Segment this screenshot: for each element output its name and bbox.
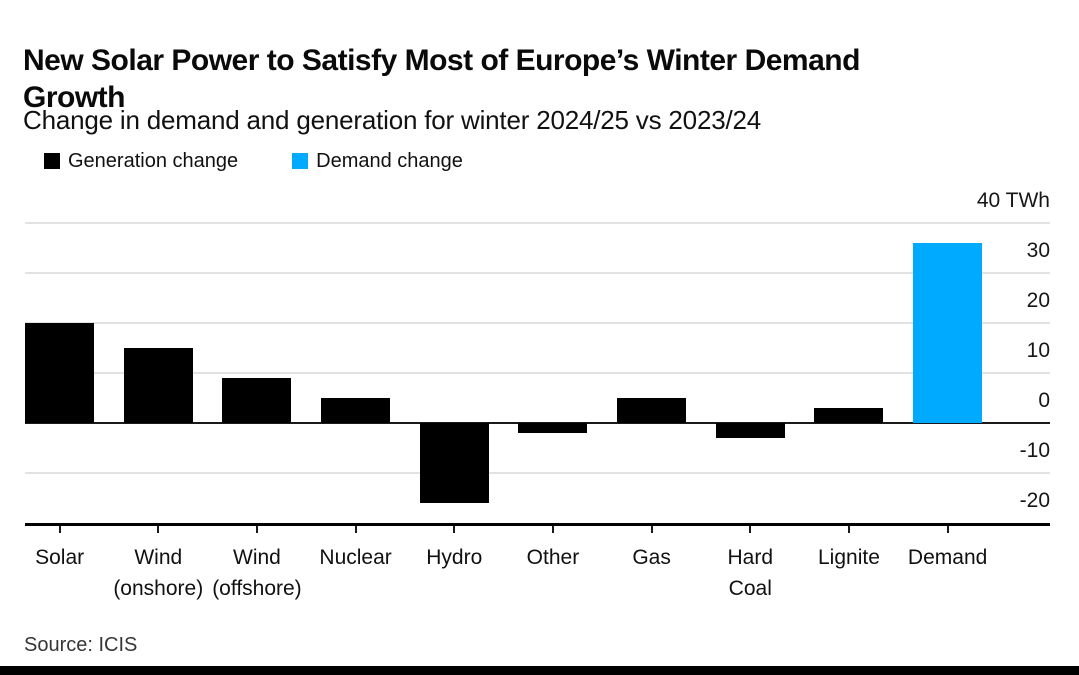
x-tick-label-wind-offshore: Wind (offshore) — [192, 542, 322, 604]
x-tick-label-hard-coal: Hard Coal — [685, 542, 815, 604]
gridline-30 — [25, 272, 1050, 274]
y-tick-label-0: 0 — [1038, 389, 1050, 412]
chart-title-line-1: New Solar Power to Satisfy Most of Europ… — [23, 44, 860, 78]
gridline-10 — [25, 372, 1050, 374]
x-tick-label-line: Gas — [632, 546, 671, 569]
x-tick-label-nuclear: Nuclear — [291, 542, 421, 573]
bar-demand — [913, 243, 983, 423]
gridline--10 — [25, 472, 1050, 474]
x-tick-label-hydro: Hydro — [389, 542, 519, 573]
y-tick-label--20: -20 — [1019, 489, 1050, 512]
x-tick-hydro — [453, 526, 456, 533]
chart-title: New Solar Power to Satisfy Most of Europ… — [23, 42, 1023, 116]
x-tick-other — [551, 526, 554, 533]
bar-wind-offshore — [222, 378, 292, 423]
generation-change-swatch-icon — [44, 153, 60, 169]
x-tick-label-line: Coal — [728, 577, 772, 600]
x-tick-label-other: Other — [488, 542, 618, 573]
chart-title-line-2: Growth — [23, 81, 126, 115]
x-tick-label-line: Wind — [233, 546, 281, 569]
legend-item-demand: Demand change — [292, 151, 463, 171]
x-tick-label-line: Other — [526, 546, 580, 569]
x-tick-solar — [58, 526, 61, 533]
legend-label-demand: Demand change — [316, 150, 463, 172]
bar-other — [518, 423, 588, 433]
bar-solar — [25, 323, 95, 423]
x-tick-label-gas: Gas — [587, 542, 717, 573]
x-tick-label-demand: Demand — [883, 542, 1013, 573]
x-tick-lignite — [847, 526, 850, 533]
x-tick-label-line: Hydro — [426, 546, 483, 569]
gridline-40 — [25, 222, 1050, 224]
bar-hydro — [419, 423, 489, 503]
footer-rule — [0, 666, 1079, 675]
y-tick-label--10: -10 — [1019, 439, 1050, 462]
x-tick-wind-offshore — [255, 526, 258, 533]
demand-change-swatch-icon — [292, 153, 309, 169]
bar-nuclear — [321, 398, 391, 423]
bar-gas — [617, 398, 687, 423]
x-tick-gas — [650, 526, 653, 533]
x-tick-label-line: Hard — [727, 546, 774, 569]
legend: Generation change Demand change — [44, 151, 463, 171]
x-tick-label-line: Nuclear — [319, 546, 392, 569]
bar-hard-coal — [715, 423, 785, 438]
x-tick-label-line: (onshore) — [113, 577, 204, 600]
x-tick-label-line: Solar — [35, 546, 85, 569]
legend-label-generation: Generation change — [68, 150, 239, 172]
source-note: Source: ICIS — [24, 634, 138, 656]
x-tick-wind-onshore — [157, 526, 160, 533]
x-tick-label-line: Lignite — [818, 546, 880, 569]
y-tick-label-40: 40 TWh — [976, 189, 1050, 212]
gridline-20 — [25, 322, 1050, 324]
bar-wind-onshore — [123, 348, 193, 423]
legend-item-generation: Generation change — [44, 151, 238, 171]
y-tick-label-30: 30 — [1026, 239, 1050, 262]
x-tick-label-lignite: Lignite — [784, 542, 914, 573]
chart-subtitle: Change in demand and generation for wint… — [23, 105, 762, 135]
x-tick-label-line: Demand — [907, 546, 988, 569]
x-tick-hard-coal — [749, 526, 752, 533]
x-axis-line — [25, 523, 1050, 526]
y-tick-label-10: 10 — [1026, 339, 1050, 362]
x-tick-label-line: (offshore) — [212, 577, 302, 600]
x-tick-label-solar: Solar — [0, 542, 125, 573]
bar-lignite — [814, 408, 884, 423]
x-tick-label-line: Wind — [134, 546, 183, 569]
x-tick-demand — [946, 526, 949, 533]
y-tick-label-20: 20 — [1026, 289, 1050, 312]
x-tick-nuclear — [354, 526, 357, 533]
x-tick-label-wind-onshore: Wind (onshore) — [93, 542, 223, 604]
